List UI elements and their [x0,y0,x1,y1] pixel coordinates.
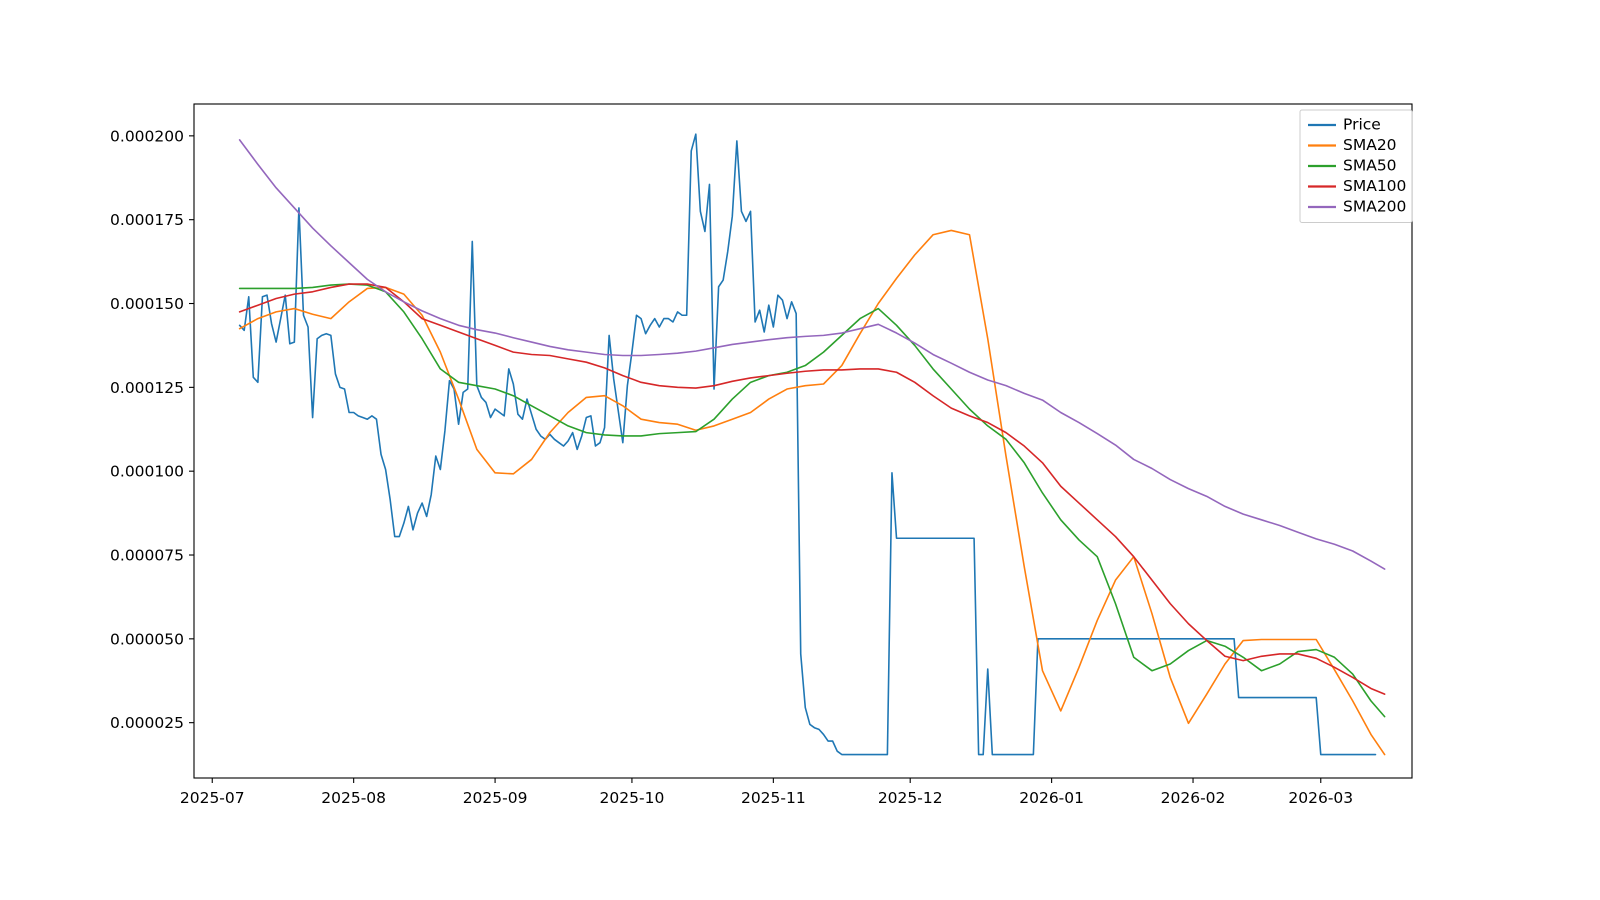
x-tick-label: 2025-09 [463,789,528,807]
x-tick-label: 2025-10 [600,789,665,807]
y-tick-label: 0.000125 [110,379,184,397]
series-line-sma100 [238,283,1386,695]
x-tick-label: 2025-08 [321,789,386,807]
legend-label-sma200: SMA200 [1343,198,1406,216]
x-tick-label: 2026-03 [1288,789,1353,807]
y-tick-label: 0.000050 [110,630,184,648]
legend-label-sma50: SMA50 [1343,157,1397,175]
y-tick-label: 0.000025 [110,714,184,732]
x-tick-label: 2025-12 [878,789,943,807]
series-line-sma50 [238,283,1386,718]
data-series-group [238,133,1386,756]
y-tick-label: 0.000200 [110,127,184,145]
x-tick-label: 2025-07 [180,789,245,807]
x-tick-label: 2026-01 [1019,789,1084,807]
x-tick-label: 2026-02 [1161,789,1226,807]
legend-label-sma100: SMA100 [1343,177,1406,195]
x-axis-ticks: 2025-07 2025-08 2025-09 2025-10 2025-11 2025-… [180,778,1353,807]
y-tick-label: 0.000100 [110,463,184,481]
series-line-sma20 [238,229,1386,756]
series-line-sma200 [238,139,1386,570]
x-tick-label: 2025-11 [741,789,806,807]
axes-frame [193,103,1413,779]
series-line-price [238,133,1377,756]
legend-label-sma20: SMA20 [1343,136,1397,154]
legend-label-price: Price [1343,116,1381,134]
y-axis-ticks: 0.000025 0.000050 0.000075 0.000100 0.000125… [110,127,194,732]
y-tick-label: 0.000150 [110,295,184,313]
legend-frame [1299,109,1413,223]
y-tick-label: 0.000075 [110,547,184,565]
chart-legend: Price SMA20 SMA50 SMA100 SMA200 [1299,109,1413,223]
plot-area [193,103,1413,779]
y-tick-label: 0.000175 [110,211,184,229]
